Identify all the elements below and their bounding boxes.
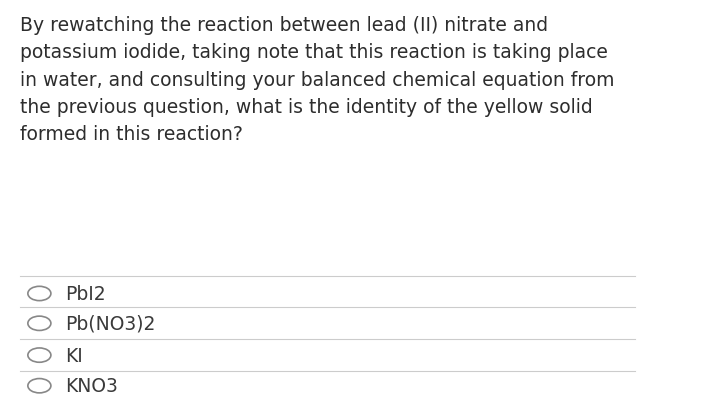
Text: KNO3: KNO3 <box>65 376 118 395</box>
Text: PbI2: PbI2 <box>65 284 105 303</box>
Text: By rewatching the reaction between lead (II) nitrate and
potassium iodide, takin: By rewatching the reaction between lead … <box>20 16 615 144</box>
Text: KI: KI <box>65 346 83 364</box>
Text: Pb(NO3)2: Pb(NO3)2 <box>65 314 155 333</box>
